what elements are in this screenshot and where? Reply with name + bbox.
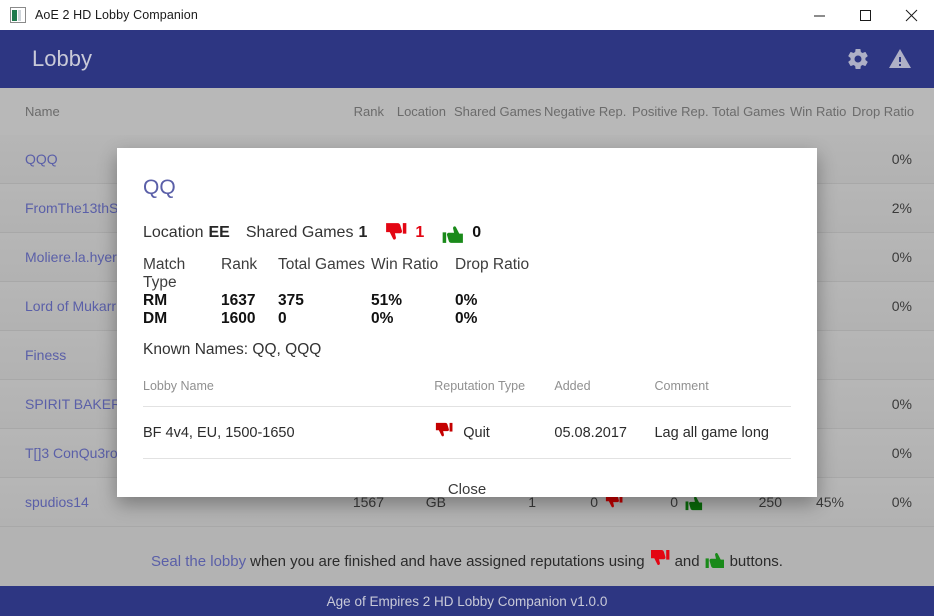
reputation-table-body: BF 4v4, EU, 1500-1650 Quit 05.08.2017 Lag a… — [143, 407, 791, 459]
table-header: Name Rank Location Shared Games Negative… — [0, 88, 934, 135]
stats-total-games: 0 — [278, 310, 287, 327]
rep-header-reputation-type: Reputation Type — [434, 379, 526, 393]
gear-icon[interactable] — [846, 47, 870, 71]
minimize-button[interactable] — [796, 0, 842, 30]
stats-drop-ratio: 0% — [455, 310, 478, 327]
match-stats-table: Match Type Rank Total Games Win Ratio Dr… — [143, 256, 791, 328]
window-controls — [796, 0, 934, 30]
player-drop-ratio: 2% — [891, 200, 912, 216]
location-value: EE — [208, 224, 230, 241]
thumbs-down-icon — [649, 549, 671, 573]
column-header-name[interactable]: Name — [25, 104, 60, 119]
player-name[interactable]: QQQ — [25, 151, 58, 167]
match-stats-row: RM 1637 375 51% 0% — [143, 292, 791, 310]
rep-header-lobby-name: Lobby Name — [143, 379, 214, 393]
player-win-ratio: 45% — [815, 494, 844, 510]
shared-games-value: 1 — [358, 224, 368, 241]
player-rank: 1567 — [352, 494, 384, 510]
stats-header-drop-ratio: Drop Ratio — [455, 256, 530, 273]
app-footer: Age of Empires 2 HD Lobby Companion v1.0… — [0, 586, 934, 616]
column-header-location[interactable]: Location — [396, 104, 446, 119]
stats-rank: 1637 — [221, 292, 256, 309]
known-names: Known Names: QQ, QQQ — [143, 341, 322, 358]
player-drop-ratio: 0% — [891, 151, 912, 167]
rep-lobby-name: BF 4v4, EU, 1500-1650 — [143, 424, 295, 441]
column-header-drop-ratio[interactable]: Drop Ratio — [852, 104, 915, 119]
location-label: Location — [143, 224, 204, 241]
header-actions — [846, 30, 912, 88]
dialog-summary-line: Location EE Shared Games 1 1 0 — [143, 222, 791, 244]
seal-text-middle: and — [674, 552, 700, 570]
app-icon — [10, 7, 26, 23]
dialog-title: QQ — [143, 176, 176, 199]
stats-match-type: DM — [143, 310, 168, 327]
rep-comment: Lag all game long — [654, 424, 769, 441]
stats-win-ratio: 51% — [371, 292, 403, 309]
maximize-button[interactable] — [842, 0, 888, 30]
close-button[interactable] — [888, 0, 934, 30]
rep-header-comment: Comment — [654, 379, 709, 393]
column-header-rank[interactable]: Rank — [353, 104, 384, 119]
window-titlebar: AoE 2 HD Lobby Companion — [0, 0, 934, 30]
seal-text-after: buttons. — [729, 552, 783, 570]
player-drop-ratio: 0% — [891, 445, 912, 461]
window-title: AoE 2 HD Lobby Companion — [35, 8, 198, 22]
positive-rep-count: 0 — [472, 224, 482, 241]
player-name[interactable]: Moliere.la.hyer — [25, 249, 117, 265]
dialog-footer: Close — [143, 481, 791, 498]
column-header-total-games[interactable]: Total Games — [712, 104, 785, 119]
thumbs-up-icon — [704, 549, 726, 573]
player-drop-ratio: 0% — [891, 249, 912, 265]
stats-header-match-type: Match Type — [143, 256, 186, 291]
column-header-shared-games[interactable]: Shared Games — [454, 104, 542, 119]
warning-icon[interactable] — [888, 47, 912, 71]
rep-type-cell: Quit — [434, 422, 554, 444]
player-drop-ratio: 0% — [891, 298, 912, 314]
player-drop-ratio: 0% — [891, 494, 912, 510]
column-header-positive-rep[interactable]: Positive Rep. — [632, 104, 709, 119]
thumbs-down-icon — [434, 422, 454, 444]
player-location: GB — [425, 494, 446, 510]
player-negative-rep[interactable]: 0 — [544, 493, 632, 511]
player-name[interactable]: SPIRIT BAKER — [25, 396, 122, 412]
negative-rep-count: 1 — [415, 224, 425, 241]
shared-games-label: Shared Games — [245, 224, 354, 241]
seal-lobby-bar: Seal the lobby when you are finished and… — [0, 536, 934, 586]
close-dialog-button[interactable]: Close — [447, 481, 487, 498]
column-header-win-ratio[interactable]: Win Ratio — [790, 104, 847, 119]
rep-added-date: 05.08.2017 — [554, 424, 627, 441]
thumbs-up-icon[interactable] — [440, 222, 466, 244]
player-drop-ratio: 0% — [891, 396, 912, 412]
player-name[interactable]: spudios14 — [25, 494, 89, 510]
stats-rank: 1600 — [221, 310, 256, 327]
stats-header-rank: Rank — [221, 256, 258, 273]
player-positive-rep[interactable]: 0 — [632, 493, 712, 511]
reputation-row: BF 4v4, EU, 1500-1650 Quit 05.08.2017 Lag a… — [143, 407, 791, 459]
thumbs-down-icon[interactable] — [383, 222, 409, 244]
modal-overlay: QQ Location EE Shared Games 1 1 0 — [0, 88, 934, 616]
player-detail-dialog: QQ Location EE Shared Games 1 1 0 — [117, 148, 817, 498]
stats-header-win-ratio: Win Ratio — [371, 256, 439, 273]
stats-match-type: RM — [143, 292, 168, 309]
player-name[interactable]: T[]3 ConQu3ro — [25, 445, 118, 461]
reputation-table-header: Lobby Name Reputation Type Added Comment — [143, 379, 791, 407]
player-name[interactable]: Finess — [25, 347, 67, 363]
seal-text-before: when you are finished and have assigned … — [250, 552, 645, 570]
player-name[interactable]: Lord of Mukarr — [25, 298, 117, 314]
column-header-negative-rep[interactable]: Negative Rep. — [544, 104, 627, 119]
page-title: Lobby — [32, 46, 92, 71]
stats-header-total-games: Total Games — [278, 256, 366, 273]
seal-the-lobby-link[interactable]: Seal the lobby — [151, 552, 247, 570]
player-shared-games: 1 — [528, 494, 536, 510]
stats-total-games: 375 — [278, 292, 304, 309]
player-name[interactable]: FromThe13thS — [25, 200, 119, 216]
player-total-games: 250 — [758, 494, 782, 510]
app-header: Lobby — [0, 30, 934, 88]
match-stats-header: Match Type Rank Total Games Win Ratio Dr… — [143, 256, 791, 292]
match-stats-row: DM 1600 0 0% 0% — [143, 310, 791, 328]
stats-drop-ratio: 0% — [455, 292, 478, 309]
stats-win-ratio: 0% — [371, 310, 394, 327]
rep-header-added: Added — [554, 379, 591, 393]
